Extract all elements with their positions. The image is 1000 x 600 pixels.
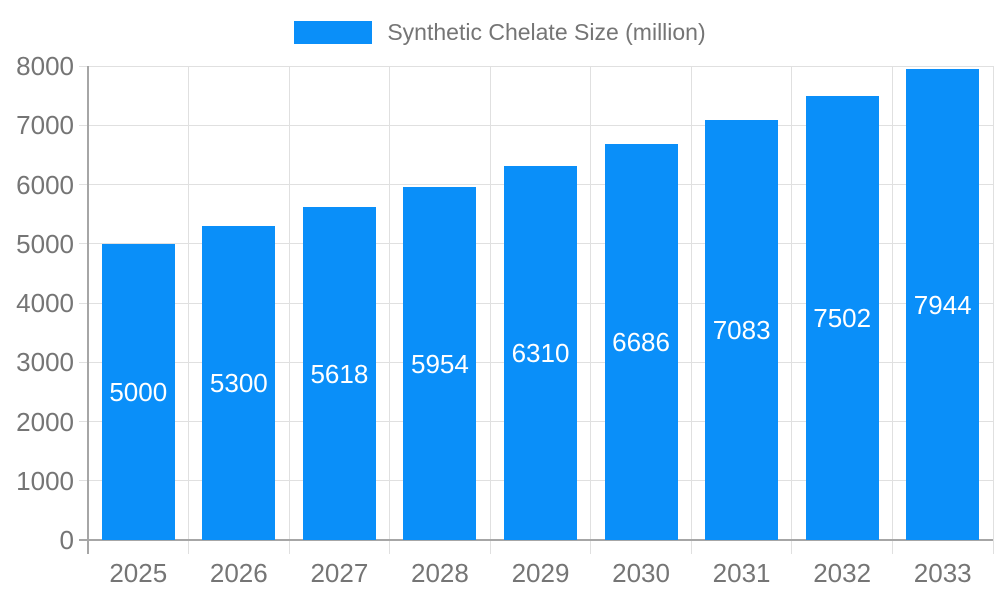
bar-value-label: 7083 (712, 315, 771, 346)
v-gridline (188, 66, 190, 540)
v-gridline (690, 66, 692, 540)
bar-2028[interactable] (403, 187, 477, 540)
y-tick-label: 5000 (16, 228, 74, 259)
x-tick-label: 2026 (209, 558, 268, 588)
legend-label: Synthetic Chelate Size (million) (387, 19, 706, 45)
bar-2031[interactable] (705, 120, 779, 540)
v-gridline (992, 66, 994, 540)
x-tick (690, 540, 692, 554)
x-tick-label: 2030 (612, 558, 670, 588)
y-tick-label: 1000 (16, 465, 74, 496)
y-tick (79, 65, 88, 67)
x-tick (489, 540, 491, 554)
v-gridline (791, 66, 793, 540)
v-gridline (590, 66, 592, 540)
x-tick-label: 2031 (712, 558, 771, 588)
x-tick (87, 540, 89, 554)
bar-2033[interactable] (906, 69, 980, 540)
y-tick-label: 4000 (16, 288, 74, 318)
x-tick (188, 540, 190, 554)
bar-2026[interactable] (202, 225, 276, 540)
x-tick-label: 2033 (913, 558, 972, 588)
x-tick-label: 2025 (109, 558, 168, 588)
bar-2025[interactable] (101, 243, 175, 540)
y-tick (79, 480, 88, 482)
h-gridline (88, 124, 993, 126)
x-tick (288, 540, 290, 554)
bar-value-label: 7944 (913, 289, 972, 320)
x-tick (590, 540, 592, 554)
y-tick (79, 361, 88, 363)
v-gridline (288, 66, 290, 540)
x-tick-label: 2027 (310, 558, 369, 588)
bar-2032[interactable] (805, 95, 879, 540)
y-tick (79, 124, 88, 126)
bar-value-label: 6686 (612, 326, 670, 357)
v-gridline (489, 66, 491, 540)
h-gridline (88, 65, 993, 67)
x-tick (389, 540, 391, 554)
y-axis-line (87, 66, 89, 540)
v-gridline (389, 66, 391, 540)
bar-2030[interactable] (604, 143, 678, 540)
bar-value-label: 7502 (813, 302, 872, 333)
y-tick-label: 8000 (16, 51, 74, 81)
bar-value-label: 5954 (411, 348, 469, 379)
bar-2029[interactable] (504, 166, 577, 540)
y-tick-label: 6000 (16, 169, 74, 200)
v-gridline (891, 66, 893, 540)
y-tick (79, 302, 88, 304)
x-tick (992, 540, 994, 554)
x-tick-label: 2029 (511, 558, 570, 588)
y-tick-label: 0 (59, 525, 74, 555)
legend-swatch (294, 21, 373, 44)
x-tick (791, 540, 793, 554)
y-tick (79, 243, 88, 245)
x-baseline (88, 539, 993, 541)
legend-item[interactable]: Synthetic Chelate Size (million) (0, 19, 1000, 46)
y-tick (79, 421, 88, 422)
y-tick-label: 3000 (16, 347, 74, 378)
bar-value-label: 5000 (109, 376, 168, 407)
y-tick (79, 184, 88, 185)
bar-value-label: 5618 (310, 358, 369, 389)
y-tick-label: 7000 (16, 110, 74, 141)
bar-2027[interactable] (302, 207, 376, 540)
bar-value-label: 6310 (511, 338, 570, 369)
y-tick (79, 539, 88, 541)
x-tick-label: 2032 (813, 558, 872, 588)
x-tick-label: 2028 (411, 558, 469, 588)
y-tick-label: 2000 (16, 406, 74, 437)
bar-value-label: 5300 (209, 367, 268, 398)
x-tick (891, 540, 893, 554)
